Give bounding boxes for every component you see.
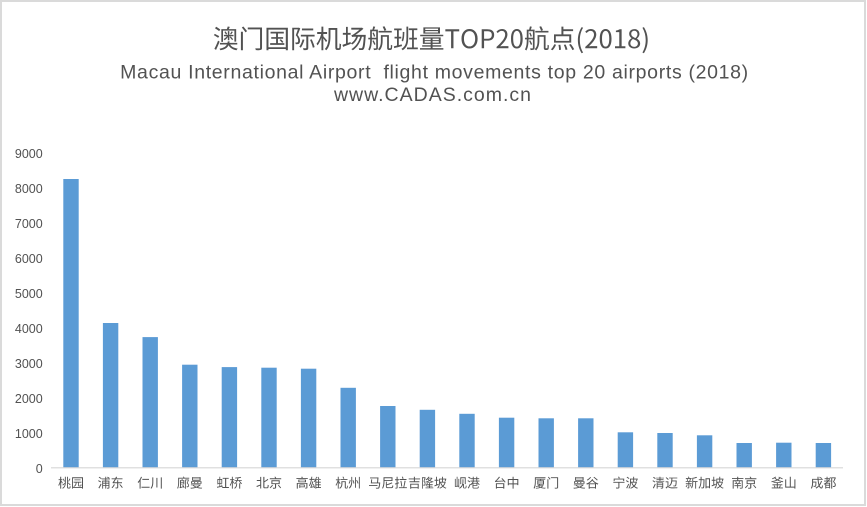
svg-text:5000: 5000: [15, 287, 43, 301]
svg-text:4000: 4000: [15, 322, 43, 336]
svg-text:6000: 6000: [15, 252, 43, 266]
svg-text:2000: 2000: [15, 392, 43, 406]
svg-text:9000: 9000: [15, 147, 43, 161]
svg-text:7000: 7000: [15, 217, 43, 231]
svg-text:8000: 8000: [15, 182, 43, 196]
svg-text:Macau International Airport f: Macau International Airport flight movem…: [120, 62, 749, 84]
svg-text:3000: 3000: [15, 357, 43, 371]
svg-text:0: 0: [36, 462, 43, 476]
svg-text:www.CADAS.com.cn: www.CADAS.com.cn: [333, 84, 532, 106]
svg-text:1000: 1000: [15, 427, 43, 441]
